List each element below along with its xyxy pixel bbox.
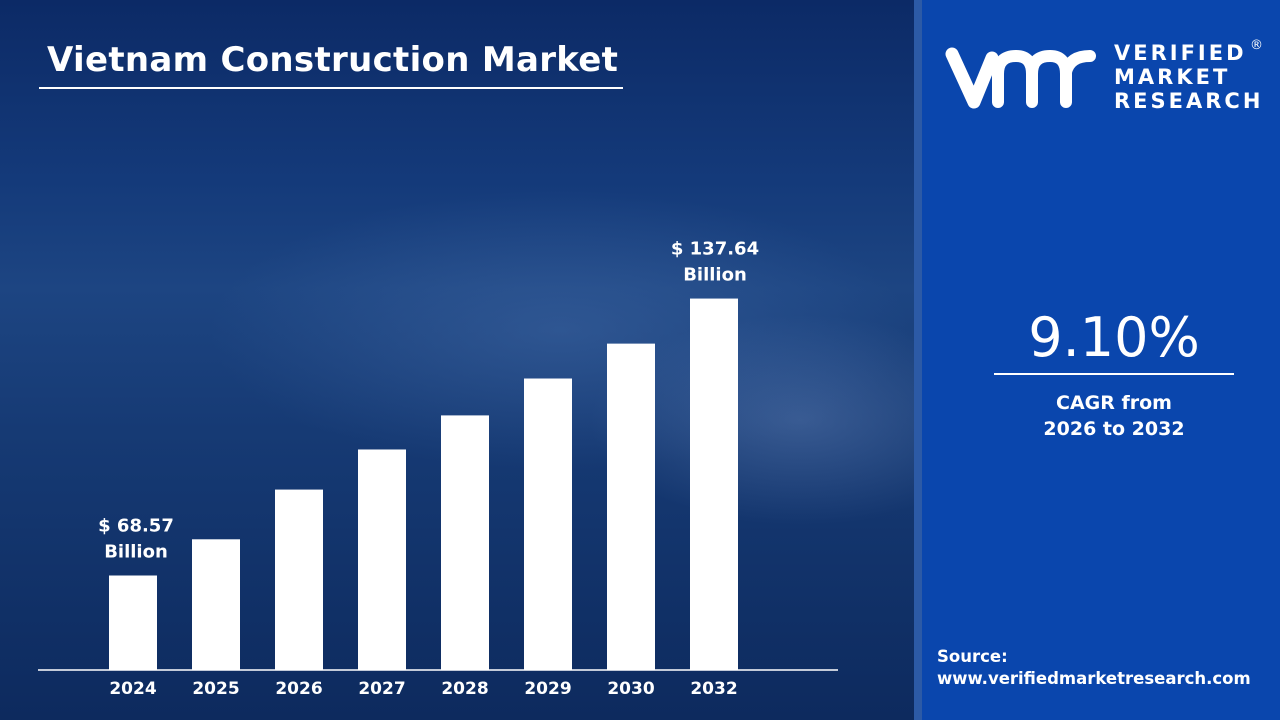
x-tick-label: 2032 xyxy=(690,679,737,699)
data-label: $ 68.57 xyxy=(98,515,174,536)
x-tick-label: 2025 xyxy=(192,679,239,699)
data-label: $ 137.64 xyxy=(671,239,759,260)
title-underline xyxy=(39,87,623,89)
bar-2026 xyxy=(275,489,323,670)
divider xyxy=(914,0,922,720)
x-tick-label: 2027 xyxy=(358,679,405,699)
registered-mark: ® xyxy=(1250,38,1263,53)
x-tick-label: 2028 xyxy=(441,679,488,699)
bar-2032 xyxy=(690,298,738,670)
vmr-logo-icon xyxy=(945,47,1096,109)
cagr-label: CAGR from 2026 to 2032 xyxy=(994,390,1234,442)
x-tick-label: 2024 xyxy=(109,679,156,699)
x-tick-label: 2030 xyxy=(607,679,654,699)
source-label: Source: xyxy=(937,647,1008,666)
bar-2024 xyxy=(109,575,157,670)
brand-line3: RESEARCH xyxy=(1114,89,1264,113)
x-tick-label: 2026 xyxy=(275,679,322,699)
bar-2025 xyxy=(192,539,240,670)
cagr-value: 9.10% xyxy=(1028,306,1200,369)
source: Source: www.verifiedmarketresearch.com xyxy=(937,646,1251,690)
data-label: Billion xyxy=(104,541,168,562)
bar-2028 xyxy=(441,415,489,670)
brand-line2: MARKET xyxy=(1114,65,1231,89)
source-url[interactable]: www.verifiedmarketresearch.com xyxy=(937,669,1251,688)
bar-chart: 2024 2025 2026 2027 2028 2029 2030 2032 $ 68.57 B… xyxy=(38,239,838,699)
cagr-divider xyxy=(994,373,1234,375)
cagr-label-line1: CAGR from xyxy=(1056,392,1172,414)
cagr-label-line2: 2026 to 2032 xyxy=(1043,418,1185,440)
x-tick-label: 2029 xyxy=(524,679,571,699)
data-label: Billion xyxy=(683,265,747,286)
bar-2029 xyxy=(524,378,572,670)
page-title: Vietnam Construction Market xyxy=(47,40,619,80)
brand-line1: VERIFIED xyxy=(1114,41,1247,65)
bar-2030 xyxy=(607,343,655,670)
side-panel xyxy=(922,0,1280,720)
bar-2027 xyxy=(358,449,406,670)
